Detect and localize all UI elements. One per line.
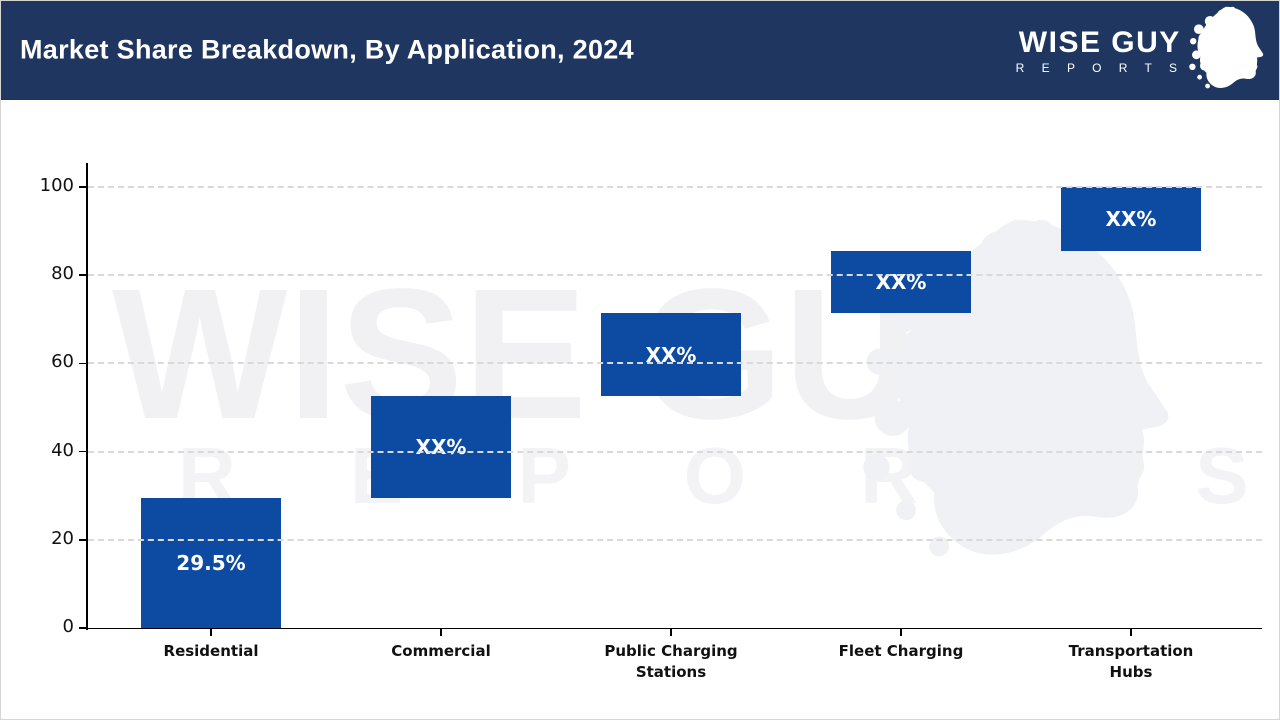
bar-public-charging-stations: XX% — [601, 312, 741, 397]
brand-subtitle: R E P O R T S — [1015, 60, 1184, 75]
face-dots-icon — [1189, 6, 1264, 89]
bar-value-label: XX% — [415, 435, 467, 460]
bar-value-label: XX% — [645, 342, 697, 367]
header-bar: Market Share Breakdown, By Application, … — [0, 0, 1280, 100]
bar-transportation-hubs: XX% — [1061, 187, 1201, 251]
brand-logo: WISE GUY R E P O R T S — [1016, 4, 1266, 96]
bar-value-label: 29.5% — [176, 550, 246, 575]
bar-value-label: XX% — [1105, 206, 1157, 231]
bar-residential: 29.5% — [141, 497, 281, 628]
bar-value-label: XX% — [875, 269, 927, 294]
brand-name: WISE GUY — [1018, 25, 1181, 59]
page-title: Market Share Breakdown, By Application, … — [20, 34, 634, 65]
bar-fleet-charging: XX% — [831, 250, 971, 313]
bar-commercial: XX% — [371, 396, 511, 498]
brand-logo-text: WISE GUY R E P O R T S — [1016, 26, 1184, 75]
